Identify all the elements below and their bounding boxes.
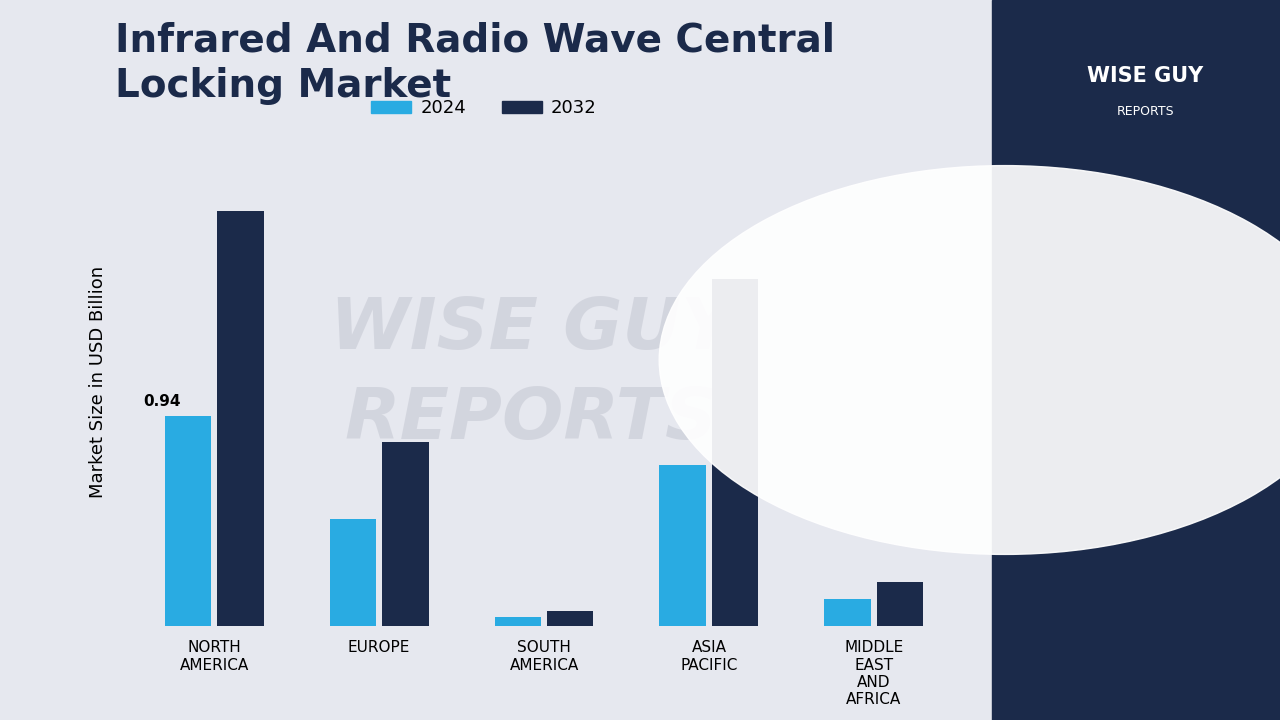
Y-axis label: Market Size in USD Billion: Market Size in USD Billion <box>88 266 106 498</box>
Text: REPORTS: REPORTS <box>1116 105 1175 118</box>
Text: 0.94: 0.94 <box>143 394 182 409</box>
Text: Infrared And Radio Wave Central
Locking Market: Infrared And Radio Wave Central Locking … <box>115 22 836 105</box>
Text: WISE GUY: WISE GUY <box>1088 66 1203 86</box>
Bar <box>383 443 429 626</box>
Bar <box>659 465 705 626</box>
Bar <box>330 518 376 626</box>
Bar <box>494 618 540 626</box>
Bar <box>712 279 759 626</box>
Bar <box>877 582 923 626</box>
Legend: 2024, 2032: 2024, 2032 <box>365 92 604 125</box>
Bar <box>824 600 870 626</box>
Bar <box>548 611 594 626</box>
Bar <box>165 415 211 626</box>
Bar <box>218 212 264 626</box>
Text: WISE GUY
REPORTS: WISE GUY REPORTS <box>329 294 733 454</box>
